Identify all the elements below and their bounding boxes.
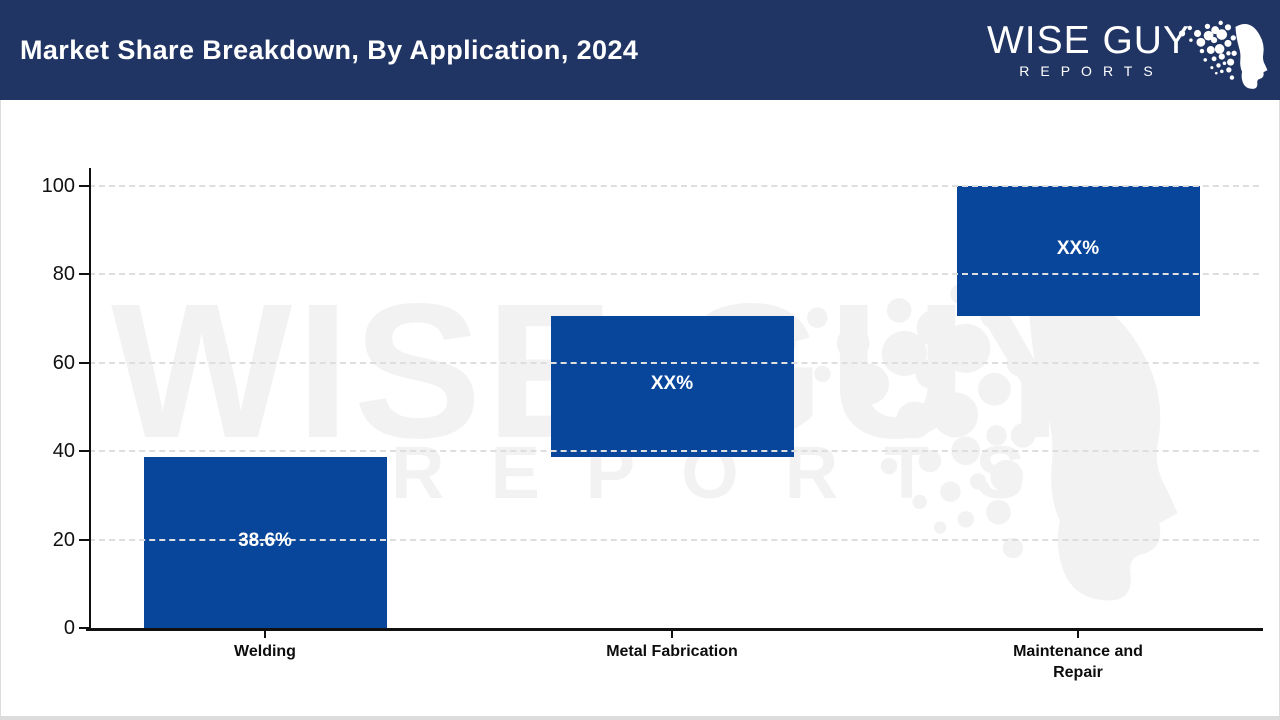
page-title: Market Share Breakdown, By Application, … — [20, 34, 639, 65]
y-axis-tick-80 — [79, 273, 89, 276]
x-axis-label-0: Welding — [234, 643, 296, 660]
x-axis-label-1: Metal Fabrication — [606, 643, 738, 660]
bar-value-label: XX% — [1056, 237, 1100, 259]
y-axis-label-80: 80 — [52, 263, 75, 286]
gridline-20 — [89, 538, 1259, 541]
x-axis-line — [86, 628, 1263, 631]
y-axis-label-100: 100 — [41, 175, 75, 197]
bar-metal-fabrication — [550, 315, 794, 458]
logo-wordmark: WISE GUY REPORTS — [986, 19, 1190, 80]
y-axis-label-60: 60 — [52, 351, 75, 374]
x-axis-tick-1 — [671, 631, 673, 638]
bar-value-label: XX% — [650, 373, 694, 395]
y-axis-tick-100 — [79, 185, 89, 187]
y-axis-tick-60 — [79, 361, 89, 364]
bar-maintenance-and-repair — [956, 186, 1200, 316]
x-axis-tick-2 — [1077, 631, 1079, 638]
y-axis-tick-20 — [79, 538, 89, 541]
wiseguy-face-icon — [1179, 20, 1268, 89]
y-axis-label-40: 40 — [52, 440, 75, 463]
y-axis-tick-0 — [79, 627, 89, 629]
y-axis-line — [89, 168, 91, 631]
gridline-100 — [89, 185, 1259, 187]
logo-wordmark-main: WISE GUY — [986, 19, 1190, 62]
gridline-80 — [89, 273, 1259, 276]
bar-welding — [143, 457, 387, 628]
chart-area: WISE GUY REPORTS 0 20 40 60 80 100 38.6% Weldin… — [0, 100, 1280, 720]
x-axis-tick-0 — [264, 631, 266, 638]
gridline-40 — [89, 450, 1259, 453]
bar-value-label: 38.6% — [238, 529, 292, 551]
logo-wordmark-sub: REPORTS — [1019, 63, 1164, 79]
y-axis-tick-40 — [79, 450, 89, 453]
gridline-60 — [89, 361, 1259, 364]
y-axis-label-0: 0 — [63, 617, 75, 639]
wiseguy-logo: WISE GUY REPORTS — [987, 6, 1272, 94]
y-axis-label-20: 20 — [52, 528, 75, 551]
x-axis-label-2: Maintenance and Repair — [1013, 643, 1143, 681]
header: Market Share Breakdown, By Application, … — [0, 0, 1280, 100]
